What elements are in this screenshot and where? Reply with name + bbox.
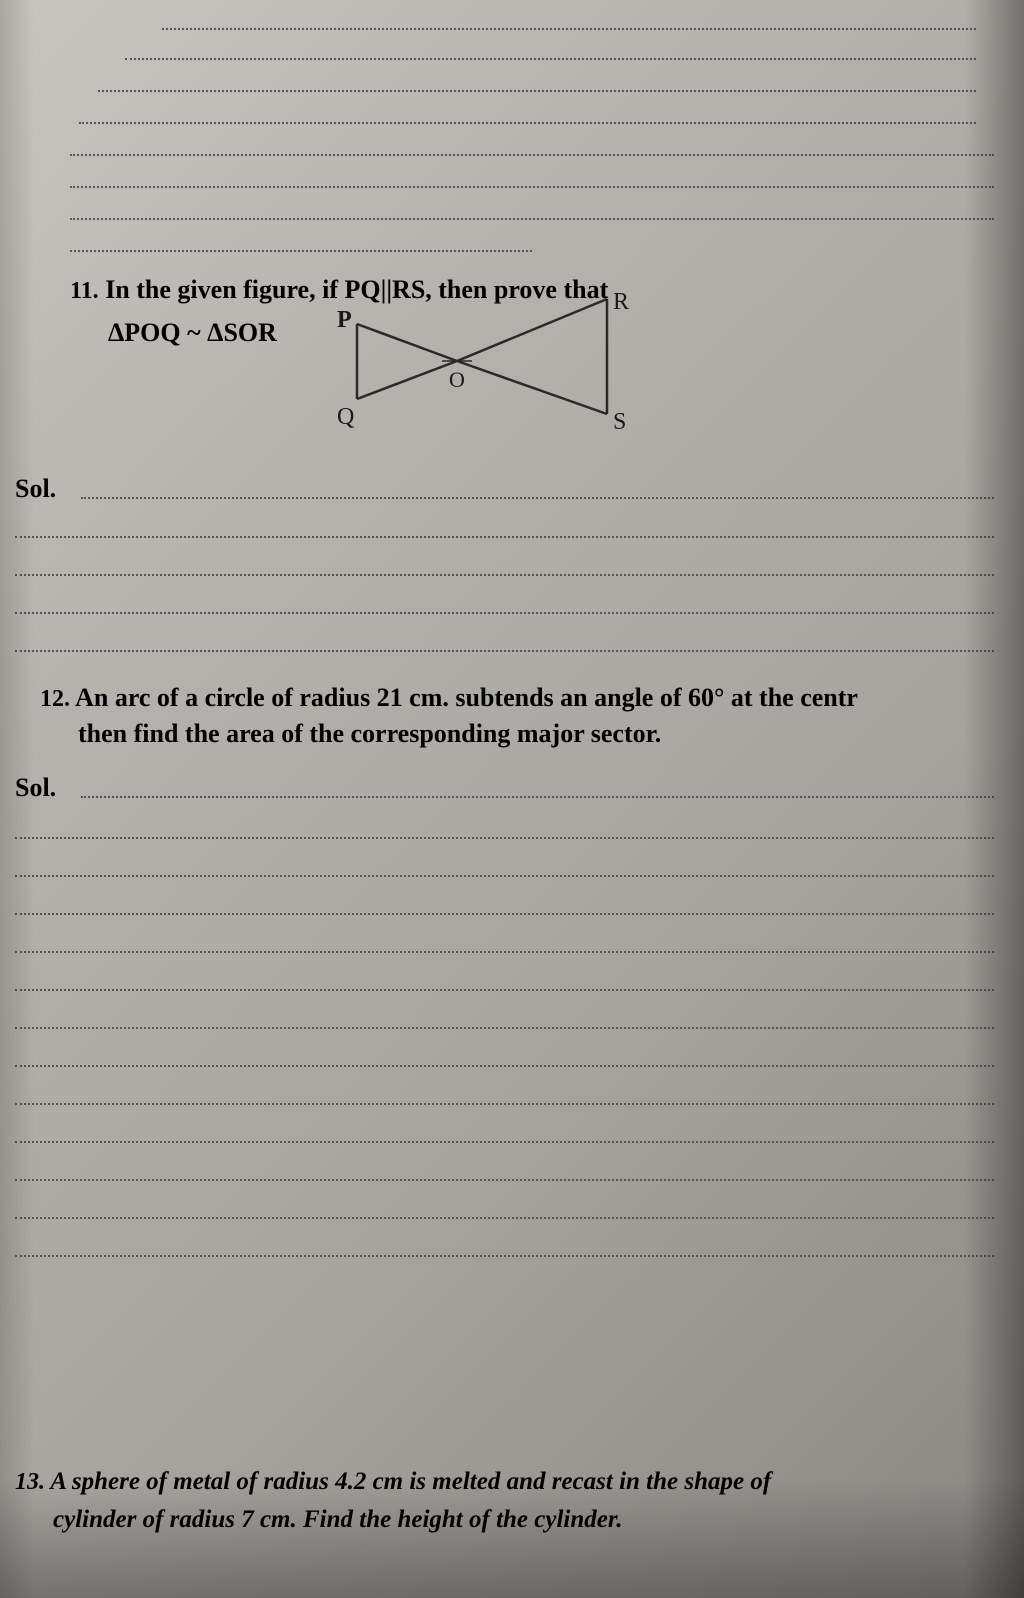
sol-first-line: Sol.: [15, 474, 994, 504]
dotted-rule: [70, 154, 994, 156]
dotted-rule: [125, 58, 975, 60]
dotted-rule: [15, 1141, 994, 1143]
line-QO: [357, 361, 457, 399]
dotted-rule: [15, 875, 994, 877]
sol-label-12: Sol.: [15, 773, 56, 803]
line-OR: [457, 299, 607, 361]
question-13: 13. A sphere of metal of radius 4.2 cm i…: [15, 1463, 994, 1538]
dotted-rule: [15, 1027, 994, 1029]
question-11: 11. In the given figure, if PQ||RS, then…: [70, 272, 994, 454]
q12-text1: An arc of a circle of radius 21 cm. subt…: [75, 683, 858, 712]
q12-line1: 12. An arc of a circle of radius 21 cm. …: [40, 680, 994, 717]
label-R: R: [613, 289, 629, 315]
q12-line2: then find the area of the corresponding …: [78, 716, 994, 752]
dotted-rule: [15, 1065, 994, 1067]
q13-line2: cylinder of radius 7 cm. Find the height…: [53, 1501, 994, 1539]
q11-diagram: P Q R S O: [317, 279, 637, 444]
dotted-rule: [15, 612, 994, 614]
dotted-rule: [15, 650, 994, 652]
triangle-figure-svg: P Q R S O: [317, 279, 637, 439]
q13-number: 13.: [15, 1469, 45, 1495]
dotted-rule: [15, 989, 994, 991]
label-S: S: [613, 409, 626, 435]
dotted-rule: [79, 122, 975, 124]
label-P: P: [337, 307, 352, 333]
q13-text1: A sphere of metal of radius 4.2 cm is me…: [50, 1468, 771, 1495]
dotted-rule: [15, 1255, 994, 1257]
dotted-rule: [15, 951, 994, 953]
dotted-rule: [81, 497, 994, 499]
worksheet-page: 11. In the given figure, if PQ||RS, then…: [0, 0, 1024, 1598]
sol-label-11: Sol.: [15, 474, 56, 504]
q11-solution-area: Sol.: [15, 474, 994, 652]
dotted-rule: [70, 186, 994, 188]
dotted-rule: [70, 250, 532, 252]
line-PO: [357, 324, 457, 361]
line-OS: [457, 361, 607, 414]
dotted-rule: [15, 1103, 994, 1105]
dotted-rule: [98, 90, 976, 92]
dotted-rule: [15, 837, 994, 839]
q11-line2: ΔPOQ ~ ΔSOR: [108, 315, 277, 351]
top-blank-lines: [70, 28, 994, 252]
q13-line1: 13. A sphere of metal of radius 4.2 cm i…: [15, 1463, 994, 1501]
sol-first-line-12: Sol.: [15, 773, 994, 803]
dotted-rule: [15, 1217, 994, 1219]
dotted-rule: [15, 1179, 994, 1181]
dotted-rule: [15, 536, 994, 538]
dotted-rule: [15, 913, 994, 915]
dotted-rule: [15, 574, 994, 576]
question-12: 12. An arc of a circle of radius 21 cm. …: [40, 680, 994, 753]
dotted-rule: [81, 796, 994, 798]
dotted-rule: [162, 28, 975, 30]
dotted-rule: [70, 218, 994, 220]
q12-number: 12.: [40, 686, 70, 712]
q12-solution-area: Sol.: [15, 773, 994, 1257]
label-O: O: [449, 367, 465, 392]
q11-number: 11.: [70, 278, 99, 304]
label-Q: Q: [337, 404, 354, 430]
